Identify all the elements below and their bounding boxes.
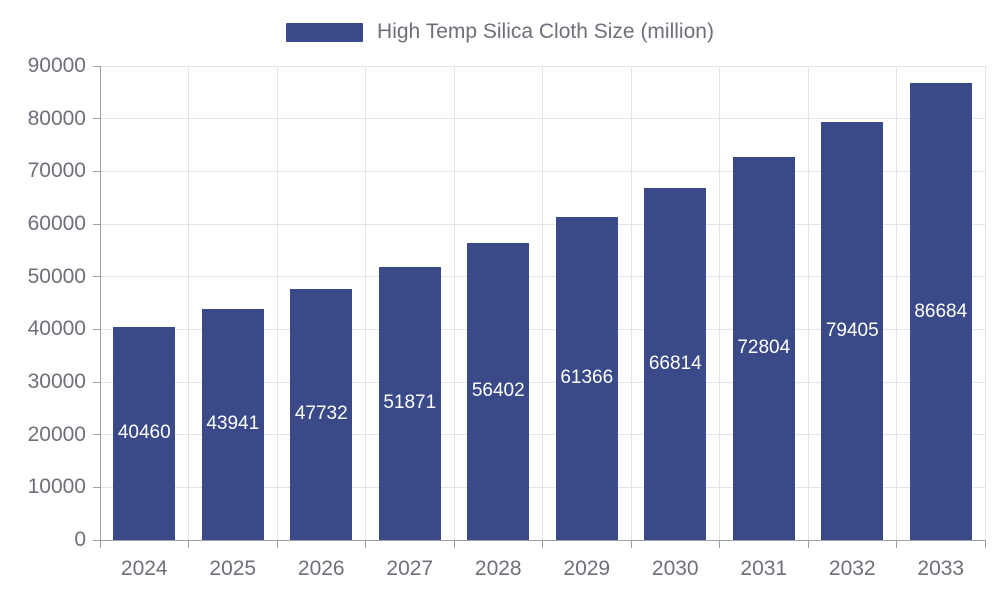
y-axis-line (99, 66, 101, 548)
y-tick-label: 80000 (27, 106, 86, 130)
bar (113, 326, 176, 540)
bar (378, 266, 441, 540)
bar (467, 242, 530, 540)
y-axis-tick (93, 170, 100, 172)
x-axis-tick (365, 540, 366, 548)
y-axis-tick (93, 434, 100, 436)
y-axis-tick (93, 223, 100, 225)
y-tick-label: 10000 (27, 475, 86, 499)
bar-value-label: 40460 (117, 422, 171, 444)
bar-value-label: 66814 (648, 353, 702, 375)
v-gridline (984, 66, 986, 540)
y-axis-tick (93, 381, 100, 383)
y-axis-tick (93, 328, 100, 330)
v-gridline (453, 66, 455, 540)
x-axis-line (93, 539, 985, 541)
y-tick-label: 90000 (27, 54, 86, 77)
x-tick-label: 2025 (209, 557, 257, 580)
x-tick-label: 2029 (563, 557, 611, 580)
y-tick-label: 20000 (27, 422, 86, 446)
x-tick-label: 2028 (474, 557, 522, 580)
x-axis-tick (542, 540, 543, 548)
bar (644, 188, 707, 540)
bar (821, 121, 884, 540)
x-axis-tick (453, 540, 455, 548)
bar (909, 83, 972, 540)
x-axis-tick (984, 540, 986, 548)
x-axis-tick (807, 540, 809, 548)
bar-value-label: 72804 (737, 337, 791, 359)
v-gridline (365, 66, 366, 540)
v-gridline (542, 66, 543, 540)
y-tick-label: 0 (74, 528, 86, 551)
v-gridline (719, 66, 720, 540)
bar (732, 156, 795, 540)
legend[interactable]: High Temp Silica Cloth Size (million) (0, 20, 1000, 44)
y-tick-label: 50000 (27, 264, 86, 288)
x-axis-tick (188, 540, 189, 548)
v-gridline (807, 66, 809, 540)
bar-value-label: 47732 (294, 403, 348, 425)
legend-swatch (286, 22, 364, 42)
v-gridline (188, 66, 189, 540)
x-tick-label: 2026 (297, 557, 345, 580)
y-axis-tick (93, 118, 100, 120)
bar-value-label: 43941 (206, 413, 260, 435)
y-tick-label: 40000 (27, 317, 86, 341)
x-tick-label: 2027 (386, 557, 434, 580)
legend-label: High Temp Silica Cloth Size (million) (377, 20, 714, 43)
x-tick-label: 2032 (828, 557, 876, 580)
x-tick-label: 2033 (917, 557, 965, 580)
bar-value-label: 61366 (560, 367, 614, 389)
bar-value-label: 79405 (825, 319, 879, 341)
x-tick-label: 2031 (740, 557, 788, 580)
y-tick-label: 60000 (27, 212, 86, 235)
x-axis-tick (630, 540, 632, 548)
v-gridline (896, 66, 897, 540)
bar (555, 216, 618, 540)
x-axis-tick (896, 540, 897, 548)
v-gridline (630, 66, 632, 540)
y-axis-tick (93, 65, 100, 67)
y-axis-tick (93, 276, 100, 278)
y-axis-tick (93, 486, 100, 488)
bar-value-label: 56402 (471, 380, 525, 402)
bar-value-label: 86684 (914, 300, 968, 322)
y-tick-label: 70000 (27, 159, 86, 183)
x-tick-label: 2030 (651, 557, 699, 580)
bar-value-label: 51871 (383, 392, 437, 414)
bar (290, 288, 353, 540)
x-axis-tick (276, 540, 278, 548)
y-tick-label: 30000 (27, 370, 86, 393)
x-axis-tick (719, 540, 720, 548)
bar (201, 308, 264, 540)
v-gridline (276, 66, 278, 540)
x-tick-label: 2024 (120, 557, 168, 580)
